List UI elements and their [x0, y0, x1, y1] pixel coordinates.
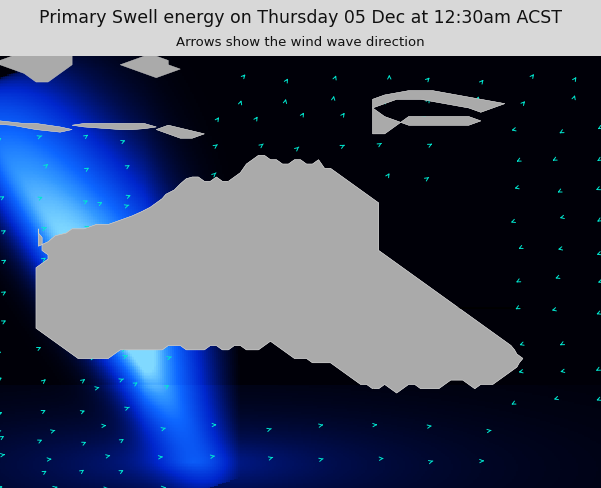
Polygon shape [0, 108, 72, 132]
Polygon shape [373, 91, 505, 112]
Polygon shape [36, 156, 523, 393]
Polygon shape [0, 108, 72, 132]
Polygon shape [156, 125, 204, 138]
Polygon shape [72, 123, 156, 129]
Polygon shape [36, 156, 523, 393]
Polygon shape [156, 125, 204, 138]
Polygon shape [373, 108, 481, 134]
Text: Primary Swell energy on Thursday 05 Dec at 12:30am ACST: Primary Swell energy on Thursday 05 Dec … [39, 9, 562, 27]
Polygon shape [0, 47, 72, 82]
Polygon shape [72, 123, 156, 129]
Polygon shape [120, 56, 180, 78]
Polygon shape [373, 91, 505, 112]
Text: Arrows show the wind wave direction: Arrows show the wind wave direction [176, 36, 425, 49]
Polygon shape [373, 108, 481, 134]
